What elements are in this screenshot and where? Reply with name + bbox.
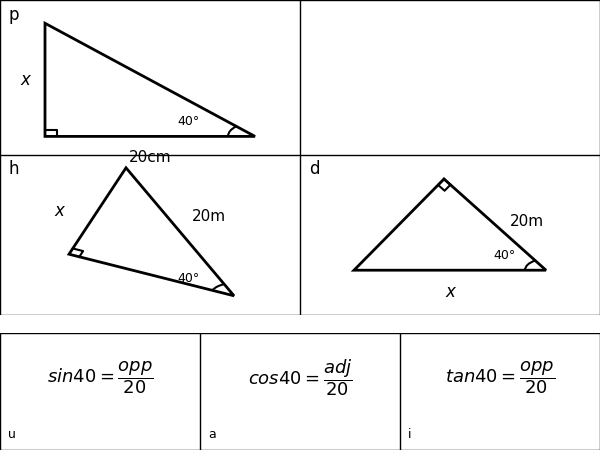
Text: x: x <box>445 283 455 301</box>
Text: 40°: 40° <box>178 272 200 284</box>
Text: 20m: 20m <box>192 209 226 224</box>
Text: x: x <box>20 71 30 89</box>
Text: 20m: 20m <box>510 214 544 229</box>
Text: p: p <box>9 6 19 24</box>
Text: a: a <box>208 428 216 441</box>
Text: $\mathit{cos40} = \dfrac{\mathit{adj}}{20}$: $\mathit{cos40} = \dfrac{\mathit{adj}}{2… <box>248 357 352 398</box>
Text: $\mathit{tan40} = \dfrac{\mathit{opp}}{20}$: $\mathit{tan40} = \dfrac{\mathit{opp}}{2… <box>445 359 555 396</box>
Text: h: h <box>9 160 19 178</box>
Text: i: i <box>408 428 412 441</box>
Text: x: x <box>55 202 65 220</box>
Text: 40°: 40° <box>178 115 200 128</box>
Text: 20cm: 20cm <box>128 150 172 165</box>
Text: u: u <box>8 428 16 441</box>
Text: d: d <box>309 160 320 178</box>
Text: $\mathit{sin40} = \dfrac{\mathit{opp}}{20}$: $\mathit{sin40} = \dfrac{\mathit{opp}}{2… <box>47 359 154 396</box>
Text: 40°: 40° <box>493 249 515 262</box>
